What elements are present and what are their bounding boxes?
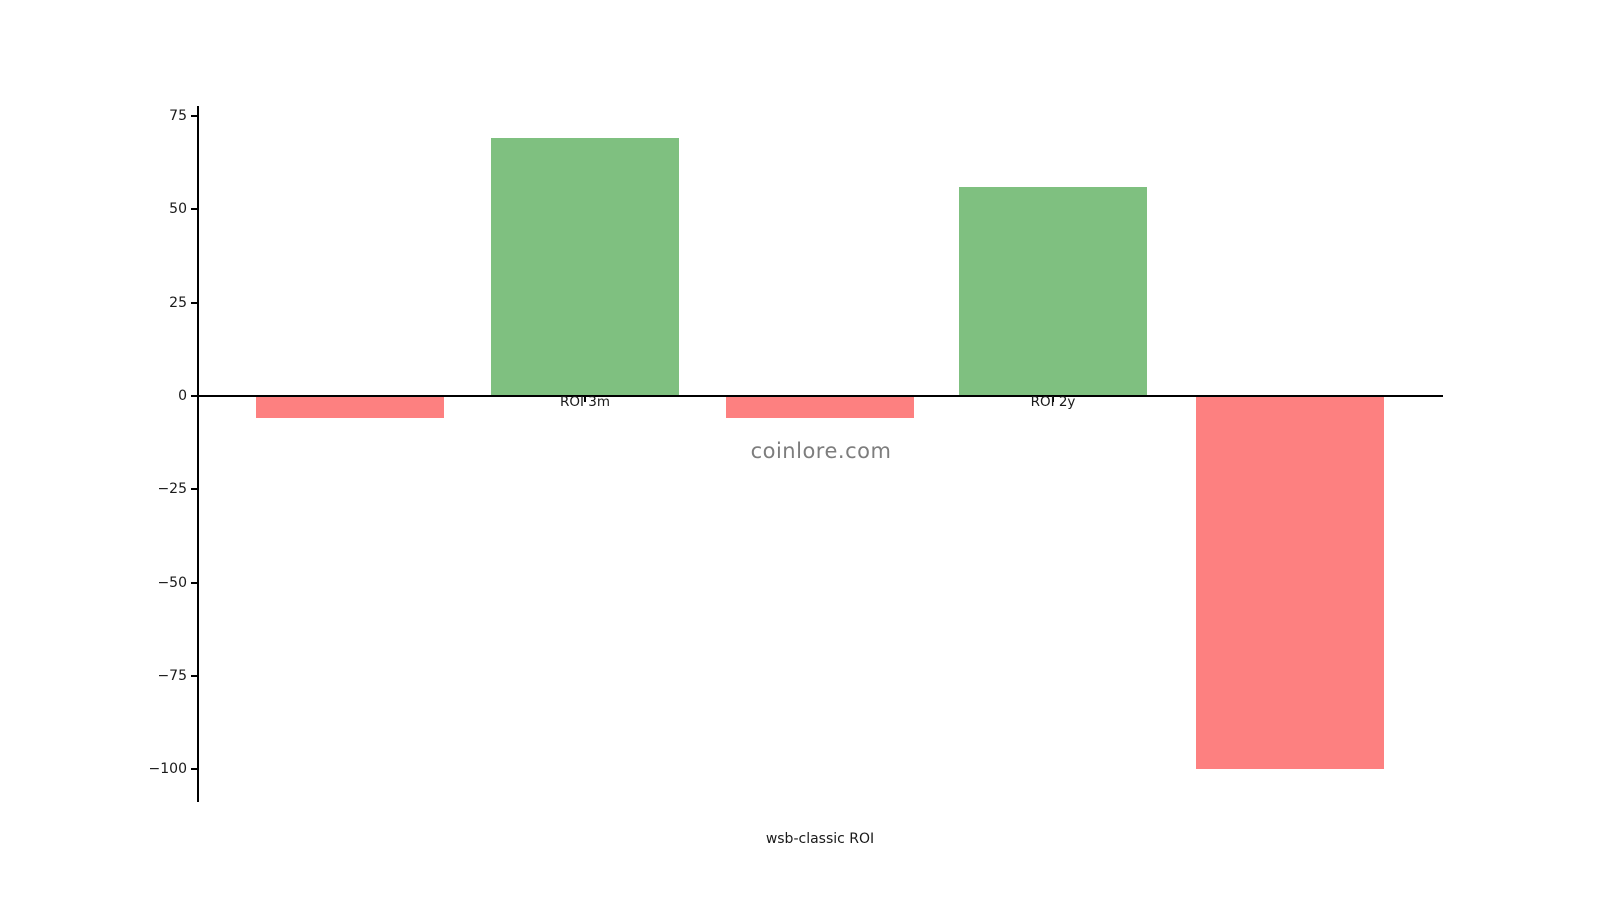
y-tick-mark <box>191 768 198 771</box>
x-tick-label: ROI 2y <box>1030 394 1076 410</box>
bar <box>256 396 444 419</box>
y-tick-mark <box>191 581 198 584</box>
y-tick-label: 50 <box>169 201 187 218</box>
x-tick-label: ROI 3m <box>559 394 611 410</box>
x-tick-mark <box>1052 396 1054 402</box>
y-tick-mark <box>191 488 198 491</box>
watermark-text: coinlore.com <box>750 439 892 463</box>
y-tick-label: −75 <box>157 667 187 684</box>
x-axis-zero-line <box>197 395 1443 397</box>
x-tick-mark <box>584 396 586 402</box>
y-axis-line <box>197 106 199 802</box>
y-tick-label: 0 <box>178 388 187 404</box>
y-tick-mark <box>191 395 198 397</box>
y-tick-mark <box>191 674 198 677</box>
y-tick-label: −50 <box>157 574 187 591</box>
y-tick-mark <box>191 301 198 304</box>
y-tick-label: 25 <box>169 294 187 311</box>
bar <box>1196 396 1384 770</box>
bar <box>726 396 914 419</box>
x-axis-title: wsb-classic ROI <box>765 831 875 847</box>
y-tick-mark <box>191 208 198 211</box>
y-tick-label: −100 <box>148 761 187 778</box>
y-tick-label: 75 <box>169 108 187 124</box>
bar <box>959 186 1147 396</box>
y-tick-mark <box>191 115 198 117</box>
bar <box>491 138 679 396</box>
y-tick-label: −25 <box>157 481 187 498</box>
